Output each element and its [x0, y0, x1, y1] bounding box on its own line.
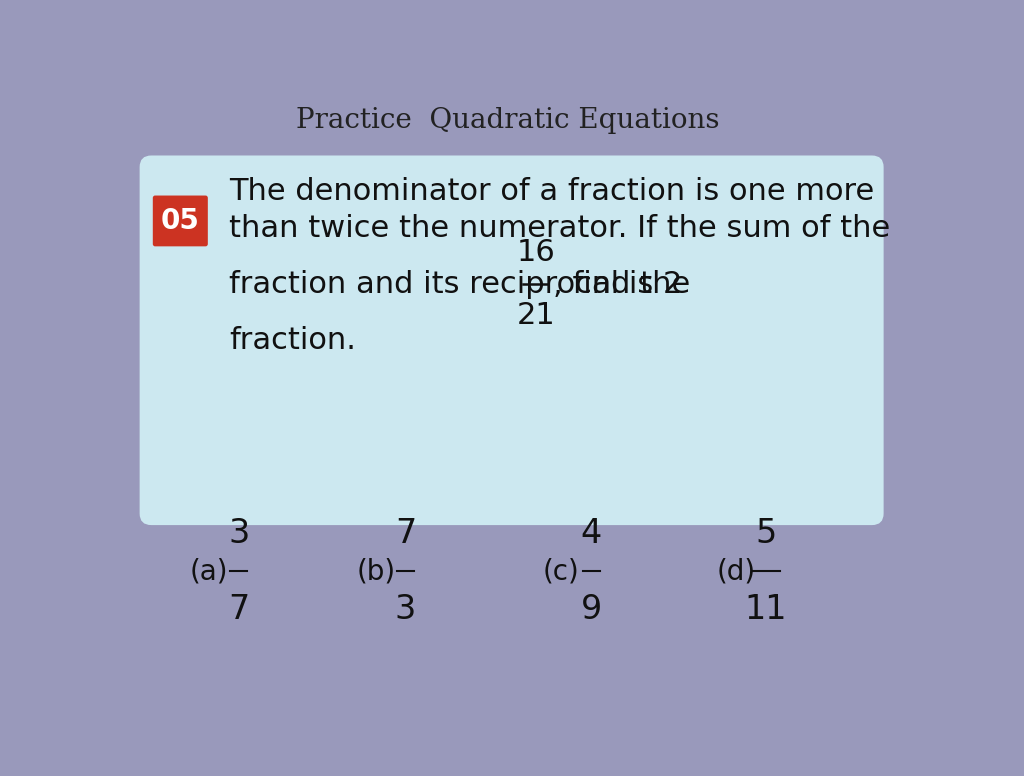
Text: (b): (b)	[356, 557, 395, 585]
Text: 7: 7	[228, 593, 250, 626]
Text: , find the: , find the	[553, 269, 690, 299]
Text: (c): (c)	[543, 557, 580, 585]
Text: 11: 11	[744, 593, 787, 626]
Text: The denominator of a fraction is one more: The denominator of a fraction is one mor…	[228, 177, 874, 206]
Text: 7: 7	[395, 517, 416, 549]
Text: 4: 4	[581, 517, 602, 549]
Text: 05: 05	[161, 207, 200, 235]
Text: 16: 16	[516, 238, 555, 267]
FancyBboxPatch shape	[153, 196, 208, 246]
Text: 3: 3	[395, 593, 416, 626]
Text: Practice  Quadratic Equations: Practice Quadratic Equations	[296, 107, 720, 134]
Text: 21: 21	[516, 301, 555, 330]
FancyBboxPatch shape	[139, 155, 884, 525]
Text: 3: 3	[228, 517, 250, 549]
Text: than twice the numerator. If the sum of the: than twice the numerator. If the sum of …	[228, 214, 890, 243]
Text: fraction and its reciprocal is 2: fraction and its reciprocal is 2	[228, 269, 682, 299]
Text: (d): (d)	[717, 557, 756, 585]
Text: 9: 9	[581, 593, 602, 626]
Text: fraction.: fraction.	[228, 326, 355, 355]
Text: 5: 5	[756, 517, 776, 549]
Text: (a): (a)	[190, 557, 228, 585]
